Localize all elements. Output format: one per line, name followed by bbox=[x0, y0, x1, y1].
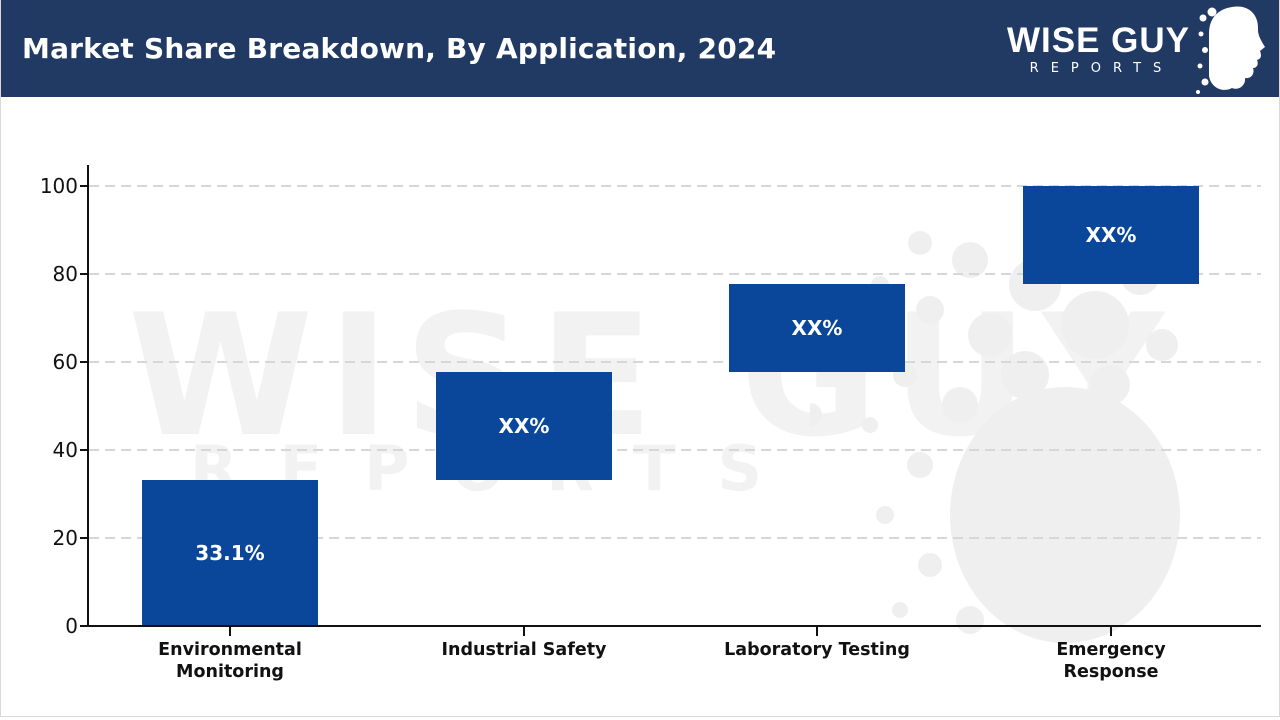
header-bar: Market Share Breakdown, By Application, … bbox=[0, 0, 1280, 97]
page-title: Market Share Breakdown, By Application, … bbox=[22, 32, 777, 65]
y-tick-mark-80 bbox=[80, 273, 88, 275]
y-tick-label-60: 60 bbox=[52, 350, 78, 374]
brand-face-icon bbox=[1196, 5, 1265, 94]
bar-value-label-environmental-monitoring: 33.1% bbox=[195, 541, 265, 566]
x-tick-mark-environmental-monitoring bbox=[229, 627, 231, 636]
y-tick-label-100: 100 bbox=[39, 174, 78, 198]
x-tick-mark-industrial-safety bbox=[523, 627, 525, 636]
x-category-label-industrial-safety: Industrial Safety bbox=[441, 640, 607, 660]
y-tick-mark-0 bbox=[80, 625, 88, 627]
bar-industrial-safety: XX% bbox=[436, 371, 612, 481]
y-tick-mark-40 bbox=[80, 449, 88, 451]
brand-subtitle: REPORTS bbox=[1029, 60, 1174, 76]
y-tick-mark-20 bbox=[80, 537, 88, 539]
x-axis-line bbox=[87, 625, 1261, 627]
y-tick-label-20: 20 bbox=[52, 526, 78, 550]
x-category-label-laboratory-testing: Laboratory Testing bbox=[724, 640, 910, 660]
brand-wordmark: WISE GUY REPORTS bbox=[1007, 23, 1190, 75]
x-category-label-environmental-monitoring: Environmental Monitoring bbox=[158, 640, 302, 682]
gridline-40 bbox=[89, 449, 1261, 451]
bar-value-label-emergency-response: XX% bbox=[1085, 222, 1137, 247]
y-tick-mark-60 bbox=[80, 361, 88, 363]
bar-value-label-industrial-safety: XX% bbox=[498, 414, 550, 438]
y-tick-mark-100 bbox=[80, 185, 88, 187]
bar-emergency-response: XX% bbox=[1023, 186, 1199, 284]
gridline-20 bbox=[89, 537, 1261, 539]
y-axis-line bbox=[87, 165, 89, 627]
bar-value-label-laboratory-testing: XX% bbox=[791, 315, 843, 340]
y-tick-label-0: 0 bbox=[65, 614, 78, 638]
bar-laboratory-testing: XX% bbox=[729, 283, 905, 372]
gridline-60 bbox=[89, 361, 1261, 363]
x-tick-mark-laboratory-testing bbox=[816, 627, 818, 636]
x-category-label-emergency-response: Emergency Response bbox=[1056, 640, 1166, 682]
gridline-80 bbox=[89, 273, 1261, 275]
bar-environmental-monitoring: 33.1% bbox=[142, 480, 318, 626]
brand-logo: WISE GUY REPORTS bbox=[1007, 4, 1280, 94]
y-tick-label-80: 80 bbox=[52, 262, 78, 286]
y-tick-label-40: 40 bbox=[52, 438, 78, 462]
x-tick-mark-emergency-response bbox=[1110, 627, 1112, 636]
gridline-100 bbox=[89, 185, 1261, 187]
brand-name: WISE GUY bbox=[1006, 20, 1190, 60]
